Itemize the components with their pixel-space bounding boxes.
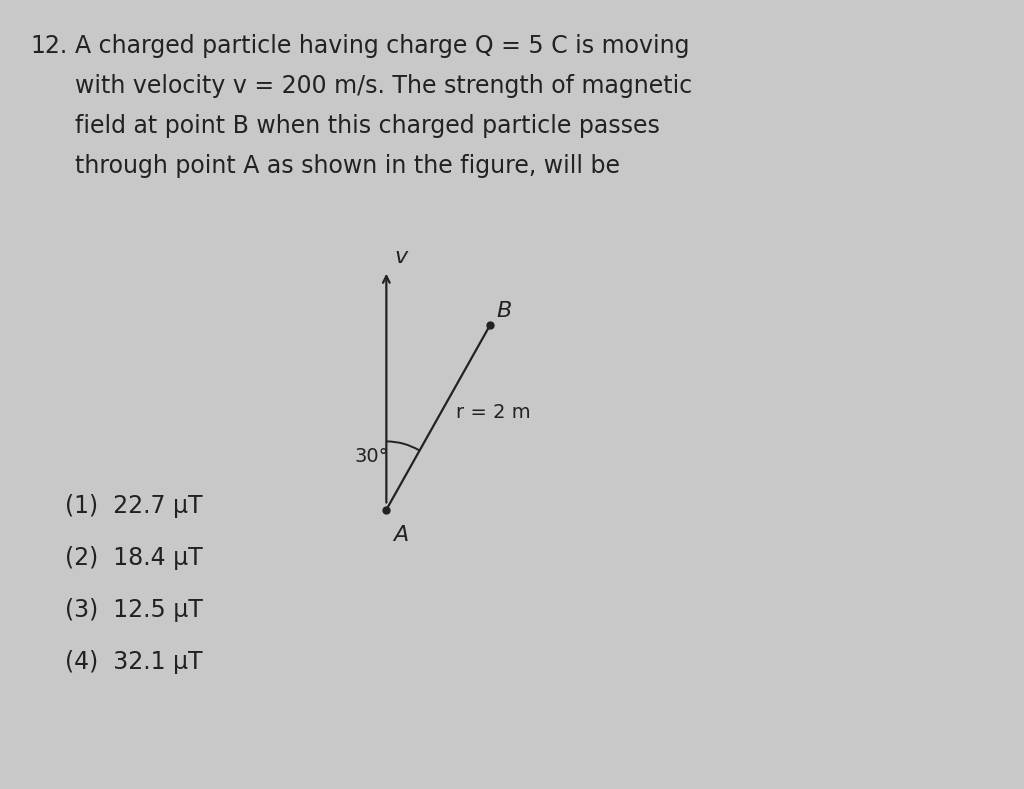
Text: r = 2 m: r = 2 m — [456, 403, 530, 422]
Text: 30°: 30° — [354, 447, 389, 466]
Text: v: v — [394, 246, 408, 267]
Text: (3)  12.5 μT: (3) 12.5 μT — [65, 598, 203, 622]
Text: A: A — [393, 525, 409, 545]
Text: (1)  22.7 μT: (1) 22.7 μT — [65, 494, 203, 518]
Text: (2)  18.4 μT: (2) 18.4 μT — [65, 546, 203, 570]
Text: B: B — [497, 301, 512, 320]
Text: (4)  32.1 μT: (4) 32.1 μT — [65, 650, 203, 674]
Text: field at point B when this charged particle passes: field at point B when this charged parti… — [75, 114, 659, 138]
Text: A charged particle having charge Q = 5 C is moving: A charged particle having charge Q = 5 C… — [75, 34, 689, 58]
Text: 12.: 12. — [30, 34, 68, 58]
Text: through point A as shown in the figure, will be: through point A as shown in the figure, … — [75, 154, 620, 178]
Text: with velocity v = 200 m/s. The strength of magnetic: with velocity v = 200 m/s. The strength … — [75, 74, 692, 98]
